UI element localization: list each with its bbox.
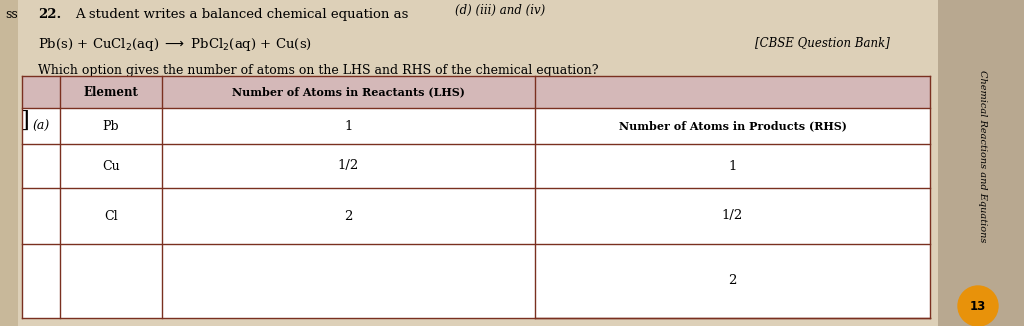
FancyBboxPatch shape — [22, 108, 930, 318]
Text: ss: ss — [5, 8, 17, 21]
Text: Element: Element — [84, 85, 138, 98]
Text: 1: 1 — [728, 159, 736, 172]
Text: 2: 2 — [728, 274, 736, 288]
FancyBboxPatch shape — [22, 76, 930, 108]
Text: Number of Atoms in Reactants (LHS): Number of Atoms in Reactants (LHS) — [232, 86, 465, 97]
Text: 1/2: 1/2 — [338, 159, 359, 172]
Text: ]: ] — [20, 110, 29, 132]
Text: Pb(s) + CuCl$_2$(aq) $\longrightarrow$ PbCl$_2$(aq) + Cu(s): Pb(s) + CuCl$_2$(aq) $\longrightarrow$ P… — [38, 36, 312, 53]
Circle shape — [958, 286, 998, 326]
Text: 13: 13 — [970, 300, 986, 313]
FancyBboxPatch shape — [18, 0, 938, 326]
Text: 1/2: 1/2 — [722, 210, 743, 223]
Text: A student writes a balanced chemical equation as: A student writes a balanced chemical equ… — [75, 8, 409, 21]
Text: Cu: Cu — [102, 159, 120, 172]
Text: Number of Atoms in Products (RHS): Number of Atoms in Products (RHS) — [618, 121, 847, 131]
Text: 1: 1 — [344, 120, 352, 132]
Text: Cl: Cl — [104, 210, 118, 223]
Text: 22.: 22. — [38, 8, 61, 21]
Text: Which option gives the number of atoms on the LHS and RHS of the chemical equati: Which option gives the number of atoms o… — [38, 64, 598, 77]
FancyBboxPatch shape — [938, 0, 1024, 326]
Text: Pb: Pb — [102, 120, 120, 132]
Text: (d) (iii) and (iv): (d) (iii) and (iv) — [455, 4, 545, 17]
Text: [CBSE Question Bank]: [CBSE Question Bank] — [755, 36, 890, 49]
Text: Chemical Reactions and Equations: Chemical Reactions and Equations — [978, 70, 986, 242]
Text: (a): (a) — [33, 120, 49, 132]
Text: 2: 2 — [344, 210, 352, 223]
